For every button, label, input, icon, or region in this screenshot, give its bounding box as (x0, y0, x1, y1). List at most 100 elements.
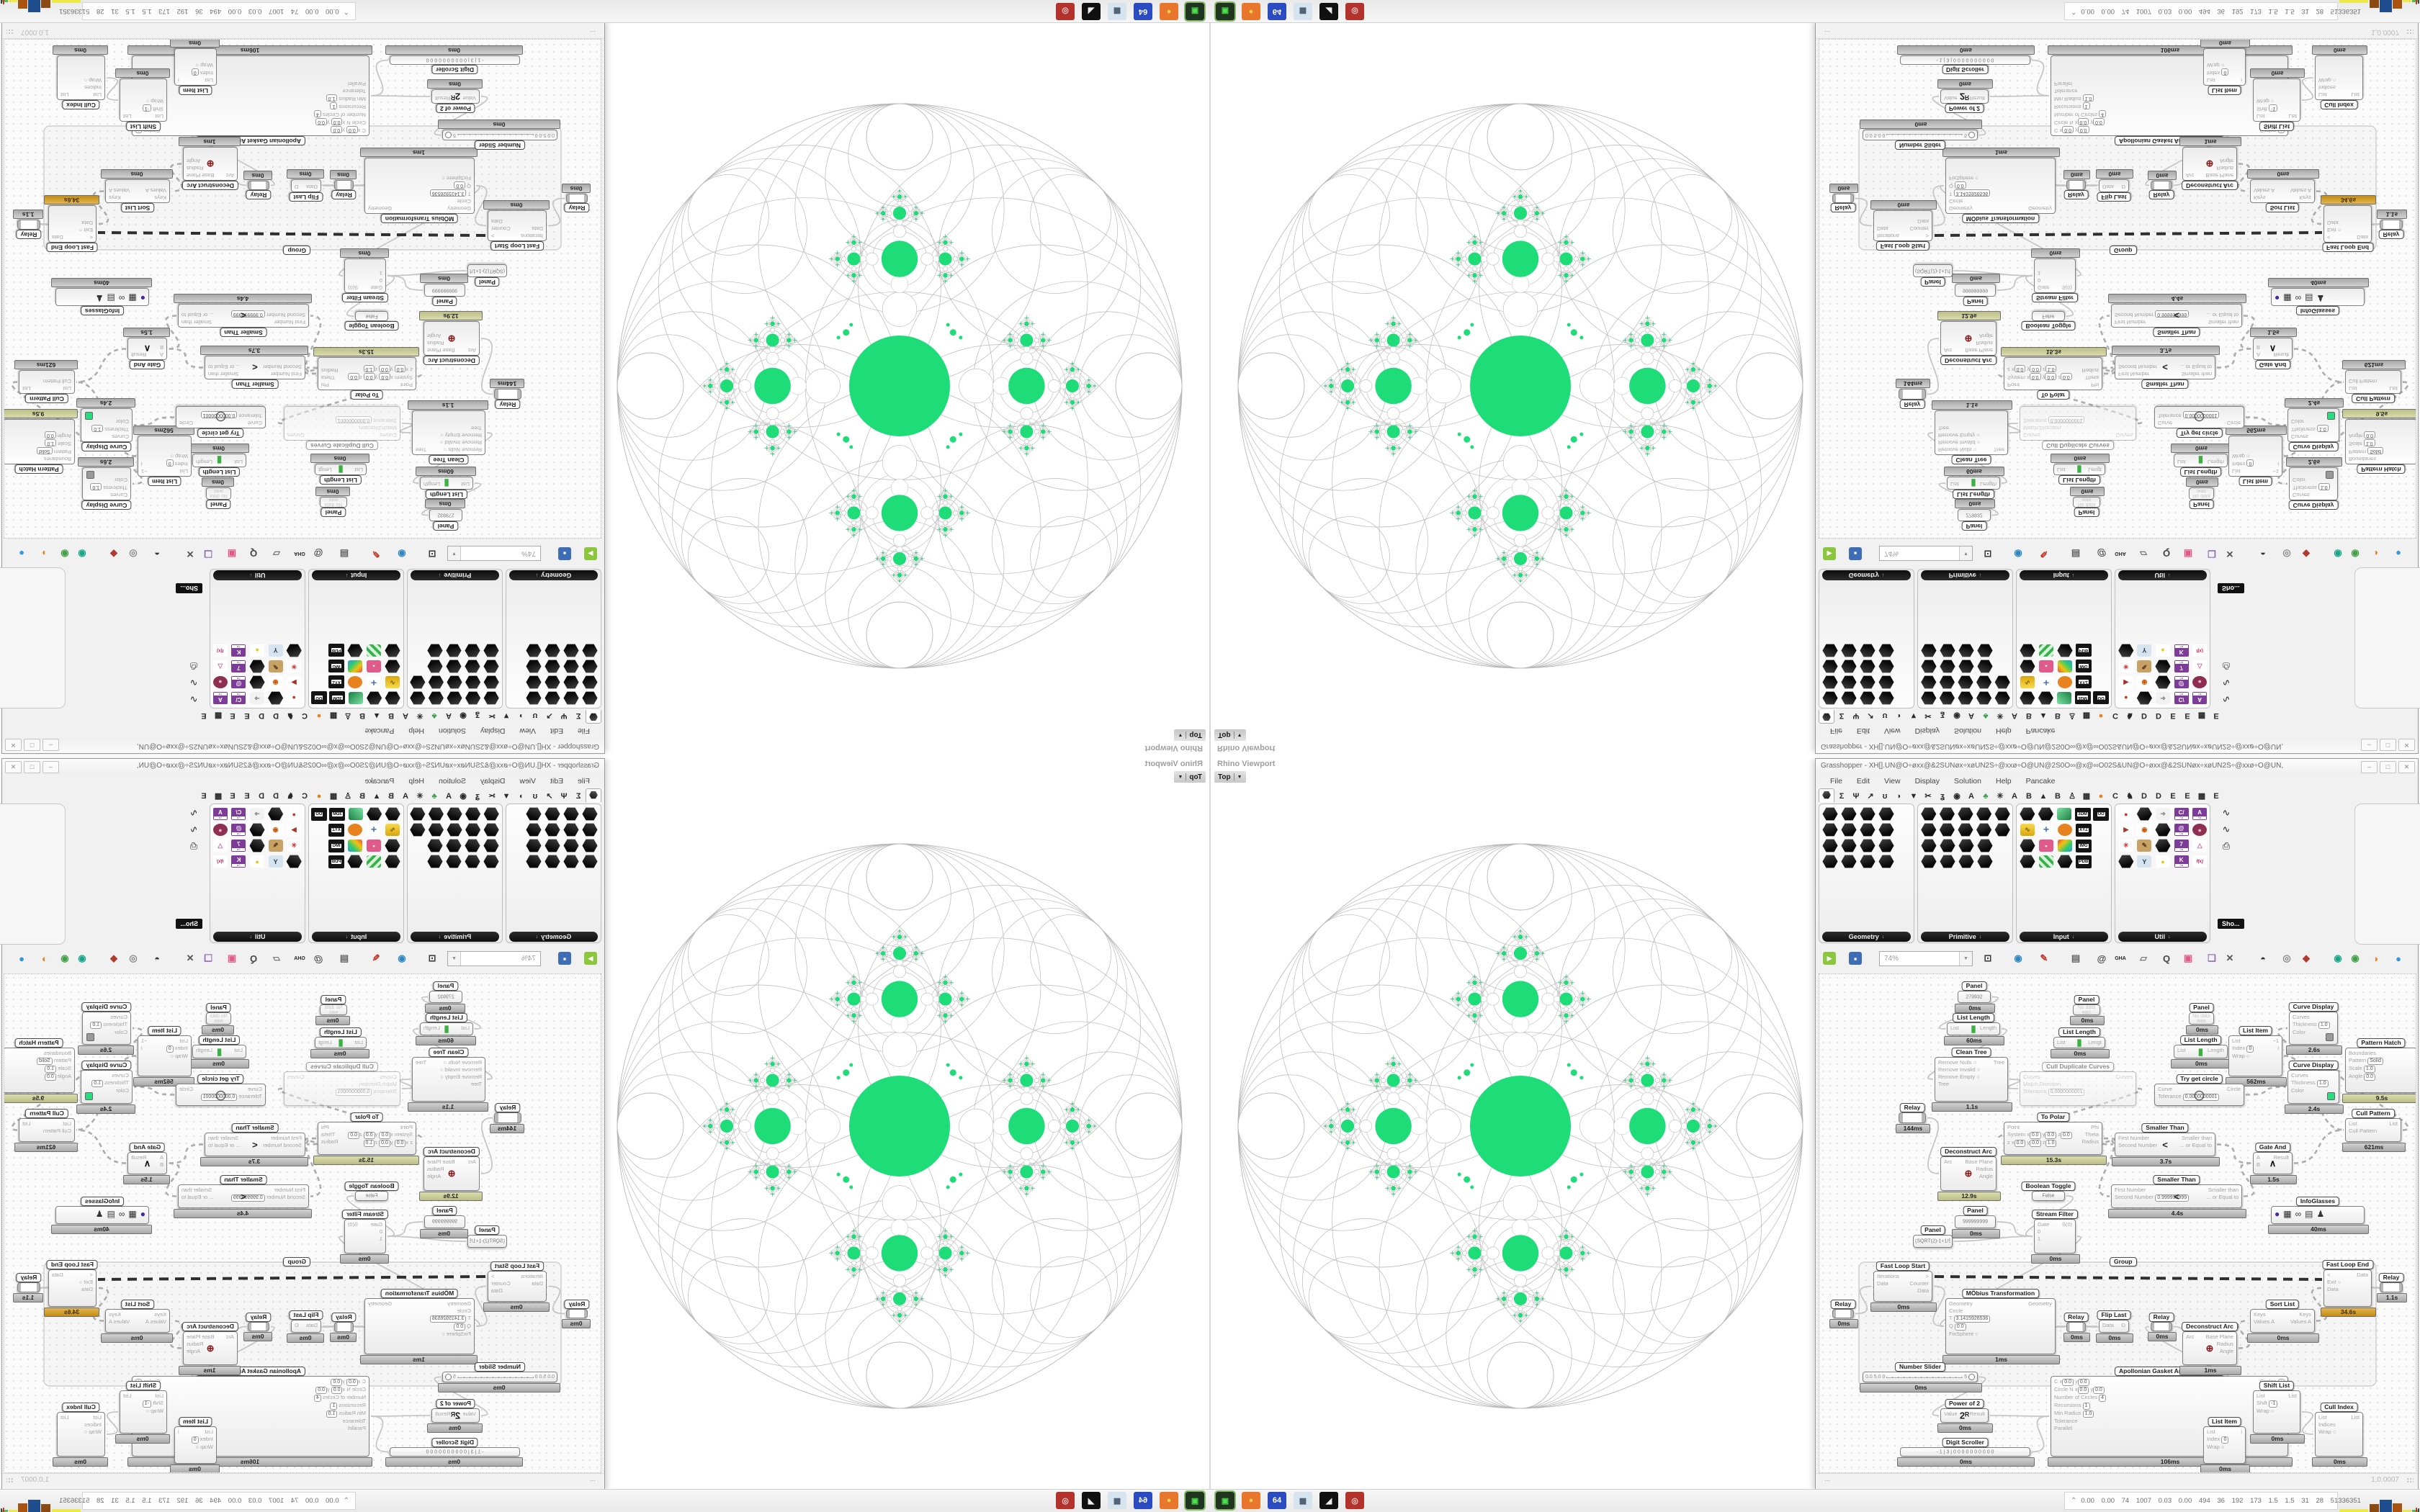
category-tab-6[interactable]: ▼ (502, 792, 511, 801)
category-tab-18[interactable]: ▦ (2082, 792, 2091, 801)
gh-node-gand[interactable]: Gate And 1.5s A B Result ∧ (2250, 328, 2297, 369)
gh-node-trycirc[interactable]: Try get circle Curve Tolerance 0.000000000… (176, 1074, 266, 1106)
gha-assembler-icon[interactable]: GHA (2115, 955, 2126, 961)
preview-eye-icon[interactable]: ◉ (2014, 549, 2022, 559)
category-tab-27[interactable]: E (201, 792, 207, 801)
maximize-button[interactable]: □ (24, 739, 40, 751)
category-tab-22[interactable]: D (2141, 792, 2147, 801)
taskbar-app-firefox[interactable]: ● (1160, 3, 1178, 20)
taskbar-app-firefox[interactable]: ● (1160, 1492, 1178, 1509)
untangle-wires-icon[interactable]: ✕ (186, 549, 194, 559)
gh-node-relay2[interactable]: Relay 0ms (1829, 184, 1858, 212)
gh-titlebar[interactable]: Grasshopper - XH[].UN@O÷øxx@&2SUNøx÷xøUN… (1816, 737, 2418, 753)
gh-node-cull_dup[interactable]: Cull Duplicate Curves Curves Match Directi… (2020, 1062, 2136, 1106)
category-tab-11[interactable]: ♣ (1983, 792, 1989, 801)
gh-node-mobius[interactable]: MÖbius Transformation 1ms Geometry Circle T … (1942, 1289, 2060, 1364)
gh-node-ll2[interactable]: List Length 0ms List Lengt ▮ (2051, 1027, 2110, 1058)
chevron-down-icon[interactable]: ↓ (1881, 934, 1885, 940)
category-tab-14[interactable]: B (2026, 792, 2032, 801)
menu-item-help[interactable]: Help (408, 777, 425, 786)
taskbar-app-paint-black[interactable]: ◢ (1319, 3, 1338, 20)
number-slider-widget[interactable]: 0.0 5.0 0 5 (1865, 1374, 1975, 1380)
gh-node-darc1[interactable]: Deconstruct Arc 12.9s Arc Base Plane Radius A… (1937, 1147, 2001, 1201)
balloon-icon[interactable]: ❑ (2208, 549, 2216, 559)
gh-node-litem1[interactable]: List Item 562ms List Index 0 Wrap ○ −1 i (2226, 426, 2287, 486)
menu-item-file[interactable]: File (1830, 726, 1842, 735)
gh-node-apollo[interactable]: Apollonian Gasket Array of Circles 106ms C… (127, 1367, 372, 1467)
rings-icon[interactable]: ◎ (2282, 549, 2291, 559)
gh-node-floop_e[interactable]: Fast Loop End 34.6s < Exit ○ Data Data (44, 195, 99, 252)
category-tab-4[interactable]: ʊ (1882, 711, 1888, 720)
gh-node-shiftl[interactable]: Shift List 0ms List Shift -1 Wrap ○ List (2250, 68, 2305, 131)
gh-node-iglass[interactable]: InfoGlasses 40ms ● ▦ ∞ ▤ ♟ (51, 1197, 152, 1234)
category-tab-18[interactable]: ▦ (329, 711, 338, 720)
find-component-icon[interactable]: Q (249, 548, 258, 559)
sketch-pen-icon[interactable]: ✎ (2040, 953, 2048, 963)
gh-node-phatch[interactable]: Pattern Hatch 9.5s Boundaries Pattern Solid… (2342, 409, 2416, 474)
gh-node-floop_s[interactable]: Fast Loop Start 0ms Iterations Data > Counter… (1870, 1261, 1937, 1312)
gh-node-shiftl[interactable]: Shift List 0ms List Shift -1 Wrap ○ List (115, 1381, 170, 1444)
gh-node-dscroll[interactable]: Digit Scroller 0ms - 1 | 3 | 0 0 0 0 0 0 0… (385, 45, 523, 74)
gh-node-panel2[interactable]: Panel 0ms 999999999 (420, 1206, 468, 1238)
gh-node-ll1[interactable]: List Length 60ms List Length ▮ (416, 1013, 476, 1045)
category-tab-8[interactable]: ʓ (475, 792, 480, 801)
gh-node-sort[interactable]: Sort List 0ms Keys Values A Keys Values A (101, 1300, 173, 1343)
category-tab-8[interactable]: ʓ (1940, 711, 1945, 720)
gh-node-relay2[interactable]: Relay 0ms (562, 184, 591, 212)
menu-item-solution[interactable]: Solution (1954, 726, 1981, 735)
menu-item-display[interactable]: Display (1914, 726, 1940, 735)
zoom-extents-icon[interactable]: ⊡ (428, 549, 436, 559)
publish-at-icon[interactable]: @ (313, 548, 323, 559)
group-name-tag[interactable]: Group (2110, 1257, 2137, 1266)
gh-node-sort[interactable]: Sort List 0ms Keys Values A Keys Values A (101, 169, 173, 212)
category-tab-26[interactable]: ▩ (2197, 792, 2206, 801)
menu-item-help[interactable]: Help (1995, 777, 2012, 786)
gh-node-litem2[interactable]: List Item 0ms List Index 0 Wrap ○ i (2200, 39, 2250, 95)
gh-node-sfilter[interactable]: Stream Filter 0ms Gate 0 1 S(0) (340, 248, 389, 302)
pin-green-icon[interactable]: ◉ (2351, 549, 2360, 559)
lasso-icon[interactable]: ∿ (189, 807, 198, 818)
gh-node-btog[interactable]: Boolean Toggle False (2021, 1182, 2076, 1201)
taskbar-app-paint-black[interactable]: ◢ (1319, 1492, 1338, 1509)
pin-blue-icon[interactable]: ● (2396, 953, 2401, 964)
gh-node-ll3[interactable]: List Length 0ms List Length ▮ (2171, 1035, 2232, 1068)
gh-node-cullpat[interactable]: Cull Pattern 621ms List Cull Pattern List (14, 1109, 78, 1152)
category-tab-5[interactable]: ◗ (1896, 792, 1902, 801)
zoom-extents-icon[interactable]: ⊡ (1984, 953, 1992, 963)
gh-node-relay2[interactable]: Relay 0ms (1829, 1300, 1858, 1328)
gh-node-relay5[interactable]: Relay 1.1s (2377, 1273, 2407, 1302)
cluster-balls-icon[interactable]: ◓ (154, 548, 160, 559)
gh-titlebar[interactable]: Grasshopper - XH[].UN@O÷øxx@&2SUNøx÷xøUN… (2, 737, 604, 753)
menu-item-display[interactable]: Display (480, 726, 506, 735)
minimize-button[interactable]: – (2361, 739, 2378, 751)
gh-node-relay3[interactable]: Relay 0ms (330, 170, 357, 199)
find-component-icon[interactable]: Q (2162, 548, 2171, 559)
balloon-icon[interactable]: ❑ (204, 549, 212, 559)
minimize-button[interactable]: – (42, 761, 59, 773)
gh-node-dscroll[interactable]: Digit Scroller 0ms - 1 | 3 | 0 0 0 0 0 0 0… (1897, 1438, 2035, 1467)
taskbar-app-paint-black[interactable]: ◢ (1082, 1492, 1101, 1509)
category-tab-4[interactable]: ʊ (532, 792, 538, 801)
category-tab-15[interactable]: ▲ (2039, 711, 2048, 720)
gh-node-litem1[interactable]: List Item 562ms List Index 0 Wrap ○ −1 i (133, 426, 194, 486)
category-tab-14[interactable]: B (388, 711, 394, 720)
pin-teal-icon[interactable]: ◉ (2334, 953, 2342, 963)
category-tab-5[interactable]: ◗ (1896, 711, 1902, 720)
gh-node-darc1[interactable]: Deconstruct Arc 12.9s Arc Base Plane Radius A… (419, 1147, 483, 1201)
category-tab-9[interactable]: ◉ (1953, 792, 1960, 801)
gha-assembler-icon[interactable]: GHA (294, 551, 305, 557)
gh-node-sm2[interactable]: Smaller Than 4.4s First Number Second Numbe… (2108, 294, 2246, 337)
group-name-tag[interactable]: Group (2110, 246, 2137, 255)
category-tab-13[interactable]: A (403, 792, 408, 801)
category-tab-22[interactable]: D (273, 711, 279, 720)
gh-node-floop_s[interactable]: Fast Loop Start 0ms Iterations Data > Counter… (1870, 200, 1937, 251)
number-slider-widget[interactable]: 0.0 5.0 0 5 (1865, 132, 1975, 138)
category-tab-26[interactable]: ▩ (214, 711, 223, 720)
category-tab-11[interactable]: ♣ (431, 711, 437, 720)
category-tab-27[interactable]: E (2213, 711, 2219, 720)
balloon-icon[interactable]: ❑ (204, 953, 212, 963)
menu-item-help[interactable]: Help (1995, 726, 2012, 735)
document-icon[interactable]: ▱ (273, 953, 280, 963)
lasso-icon[interactable]: ∿ (189, 694, 198, 705)
